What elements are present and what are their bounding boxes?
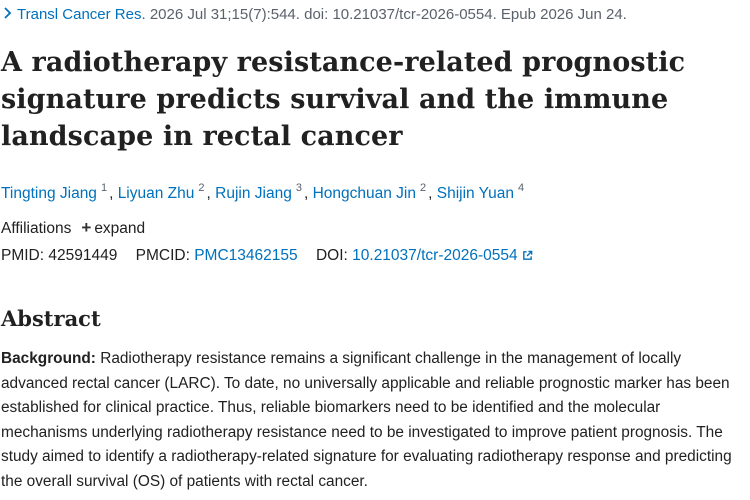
journal-link[interactable]: Transl Cancer Res.	[17, 6, 146, 23]
plus-icon: +	[81, 218, 92, 237]
article-title: A radiotherapy resistance-related progno…	[1, 47, 686, 152]
author-affiliation-number[interactable]: 2	[420, 182, 427, 194]
abstract-background: Background: Radiotherapy resistance rema…	[1, 347, 749, 494]
pmcid-link[interactable]: PMC13462155	[194, 247, 298, 264]
pmcid-label: PMCID:	[135, 247, 190, 264]
author-affiliation-number[interactable]: 4	[518, 182, 525, 194]
affiliations-label: Affiliations	[1, 220, 72, 237]
author-link[interactable]: Hongchuan Jin	[312, 185, 416, 203]
doi-label: DOI:	[315, 247, 348, 264]
affiliations-toggle[interactable]: Affiliations + expand	[1, 217, 145, 240]
pmid-value: 42591449	[48, 247, 118, 264]
article-identifiers: PMID: 42591449 PMCID: PMC13462155 DOI: 1…	[1, 245, 533, 267]
doi-value[interactable]: 10.21037/tcr-2026-0554	[352, 247, 518, 264]
author-list: Tingting Jiang 1, Liyuan Zhu 2, Rujin Jian…	[1, 182, 525, 203]
author-affiliation-number[interactable]: 3	[295, 182, 302, 194]
pmid-label: PMID:	[1, 247, 45, 264]
expand-label[interactable]: expand	[94, 220, 146, 237]
abstract-heading: Abstract	[1, 306, 101, 331]
author-link[interactable]: Liyuan Zhu	[117, 185, 195, 203]
doi-link[interactable]: 10.21037/tcr-2026-0554	[352, 247, 532, 264]
citation-line: Transl Cancer Res. 2026 Jul 31;15(7):544…	[3, 4, 627, 25]
author-affiliation-number[interactable]: 1	[100, 182, 108, 194]
external-link-icon	[522, 250, 532, 260]
citation-details: 2026 Jul 31;15(7):544. doi: 10.21037/tcr…	[145, 6, 627, 23]
chevron-right-icon[interactable]	[3, 4, 17, 24]
author-link[interactable]: Shijin Yuan	[436, 185, 515, 203]
author-affiliation-number[interactable]: 2	[198, 182, 205, 194]
background-text: Radiotherapy resistance remains a signif…	[1, 350, 732, 490]
author-link[interactable]: Tingting Jiang	[1, 185, 97, 203]
author-link[interactable]: Rujin Jiang	[215, 185, 292, 203]
background-label: Background:	[1, 350, 96, 367]
